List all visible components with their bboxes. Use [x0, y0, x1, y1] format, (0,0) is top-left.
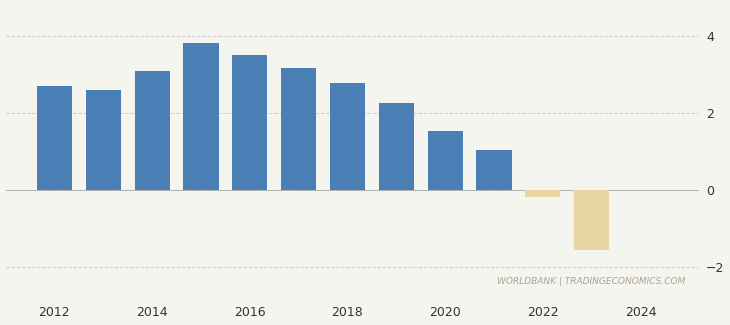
Bar — [526, 190, 561, 197]
Bar — [134, 71, 169, 190]
Bar — [428, 131, 463, 190]
Bar — [379, 103, 414, 190]
Text: WORLDBANK | TRADINGECONOMICS.COM: WORLDBANK | TRADINGECONOMICS.COM — [497, 278, 685, 286]
Bar — [330, 83, 365, 190]
Bar — [85, 90, 121, 190]
Bar — [574, 190, 610, 250]
Bar — [281, 68, 316, 190]
Bar — [477, 150, 512, 190]
Bar — [183, 43, 218, 190]
Bar — [36, 85, 72, 190]
Bar — [232, 55, 267, 190]
